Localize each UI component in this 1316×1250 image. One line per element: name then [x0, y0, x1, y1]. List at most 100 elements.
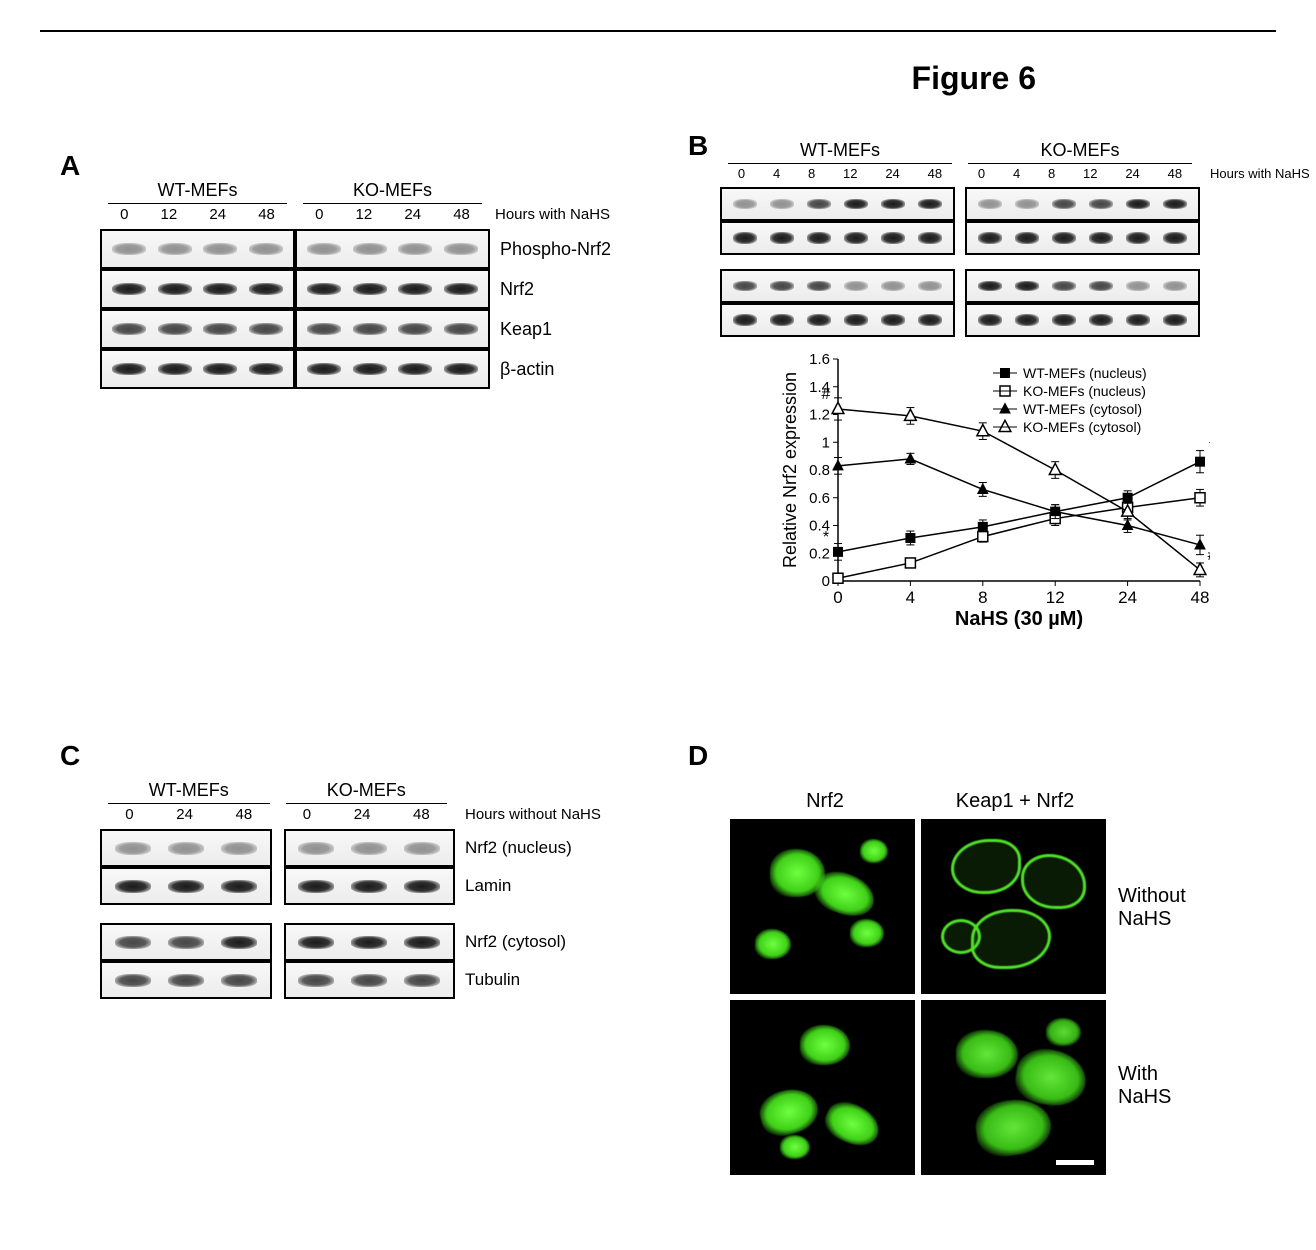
- panel-b-group-header: WT-MEFs KO-MEFs: [720, 140, 1200, 164]
- svg-text:Relative Nrf2 expression: Relative Nrf2 expression: [780, 372, 800, 568]
- band: [1089, 232, 1113, 244]
- band: [918, 281, 942, 291]
- panel-label-c: C: [60, 740, 80, 772]
- tp: 48: [413, 806, 430, 823]
- blot-row: [720, 221, 1260, 255]
- band: [844, 281, 868, 291]
- band: [807, 314, 831, 326]
- band: [158, 323, 192, 335]
- blot-box: [100, 961, 272, 999]
- panel-label-a: A: [60, 150, 80, 182]
- band: [1126, 232, 1150, 244]
- band: [249, 243, 283, 255]
- panel-b-chart: 00.20.40.60.811.21.41.6048122448NaHS (30…: [780, 349, 1210, 629]
- band: [918, 314, 942, 326]
- panel-a-time-axis-label: Hours with NaHS: [495, 206, 610, 223]
- tp: 8: [808, 166, 815, 181]
- tp: 48: [928, 166, 942, 181]
- band: [168, 974, 204, 987]
- micrograph-keap1-without: [921, 819, 1106, 994]
- col-keap1-nrf2: Keap1 + Nrf2: [920, 790, 1110, 813]
- band: [404, 974, 440, 987]
- blot-row-label: β-actin: [500, 359, 620, 380]
- band: [351, 936, 387, 949]
- band: [203, 283, 237, 295]
- band: [203, 243, 237, 255]
- band: [307, 363, 341, 375]
- band: [1052, 281, 1076, 291]
- group-wt: WT-MEFs: [728, 140, 952, 164]
- band: [1163, 281, 1187, 291]
- band: [221, 842, 257, 855]
- blot-row: Lamin: [100, 867, 620, 905]
- tp: 48: [1168, 166, 1182, 181]
- band: [115, 936, 151, 949]
- svg-text:8: 8: [978, 588, 987, 607]
- blot-row: [720, 269, 1260, 303]
- band: [298, 974, 334, 987]
- svg-text:0: 0: [822, 573, 830, 590]
- band: [398, 283, 432, 295]
- blot-row-label: Nrf2 (nucleus): [465, 838, 615, 858]
- band: [404, 936, 440, 949]
- band: [733, 281, 757, 291]
- band: [844, 199, 868, 209]
- tp: 12: [1083, 166, 1097, 181]
- blot-box: [295, 269, 490, 309]
- band: [168, 936, 204, 949]
- band: [1089, 314, 1113, 326]
- tp: 4: [773, 166, 780, 181]
- tp: 0: [315, 206, 323, 223]
- svg-text:1: 1: [822, 434, 830, 451]
- band: [770, 232, 794, 244]
- blot-row-label: Tubulin: [465, 970, 615, 990]
- band: [978, 199, 1002, 209]
- blot-box: [100, 349, 295, 389]
- scalebar: [1056, 1160, 1094, 1165]
- band: [112, 363, 146, 375]
- blot-row: Tubulin: [100, 961, 620, 999]
- blot-row: Keap1: [100, 309, 620, 349]
- svg-text:#: #: [822, 386, 831, 403]
- band: [1015, 199, 1039, 209]
- blot-row: Nrf2: [100, 269, 620, 309]
- tp: 48: [258, 206, 275, 223]
- band: [807, 281, 831, 291]
- band: [1163, 314, 1187, 326]
- svg-text:1.6: 1.6: [809, 351, 830, 368]
- blot-row: [720, 303, 1260, 337]
- micrograph-nrf2-with: [730, 1000, 915, 1175]
- svg-text:1.2: 1.2: [809, 407, 830, 424]
- band: [918, 199, 942, 209]
- svg-text:KO-MEFs (cytosol): KO-MEFs (cytosol): [1023, 419, 1141, 435]
- band: [1126, 314, 1150, 326]
- band: [404, 842, 440, 855]
- band: [733, 199, 757, 209]
- band: [168, 842, 204, 855]
- svg-text:4: 4: [906, 588, 915, 607]
- group-wt: WT-MEFs: [108, 180, 287, 204]
- blot-box: [100, 309, 295, 349]
- blot-box: [295, 309, 490, 349]
- tp: 24: [885, 166, 899, 181]
- tp: 0: [978, 166, 985, 181]
- blot-box: [100, 269, 295, 309]
- svg-text:0.6: 0.6: [809, 490, 830, 507]
- panel-b: WT-MEFs KO-MEFs 048122448 048122448 Hour…: [720, 140, 1260, 629]
- blot-box: [284, 867, 456, 905]
- tp: 0: [303, 806, 311, 823]
- band: [203, 323, 237, 335]
- panel-c: WT-MEFs KO-MEFs 0 24 48 0 24 48 Hours wi…: [100, 780, 620, 999]
- band: [249, 283, 283, 295]
- col-nrf2: Nrf2: [730, 790, 920, 813]
- band: [1015, 232, 1039, 244]
- band: [1126, 199, 1150, 209]
- blot-box: [284, 923, 456, 961]
- band: [1052, 314, 1076, 326]
- panel-label-d: D: [688, 740, 708, 772]
- group-wt: WT-MEFs: [108, 780, 270, 804]
- group-ko: KO-MEFs: [303, 180, 482, 204]
- tp: 12: [356, 206, 373, 223]
- band: [115, 842, 151, 855]
- svg-text:#: #: [1208, 547, 1210, 564]
